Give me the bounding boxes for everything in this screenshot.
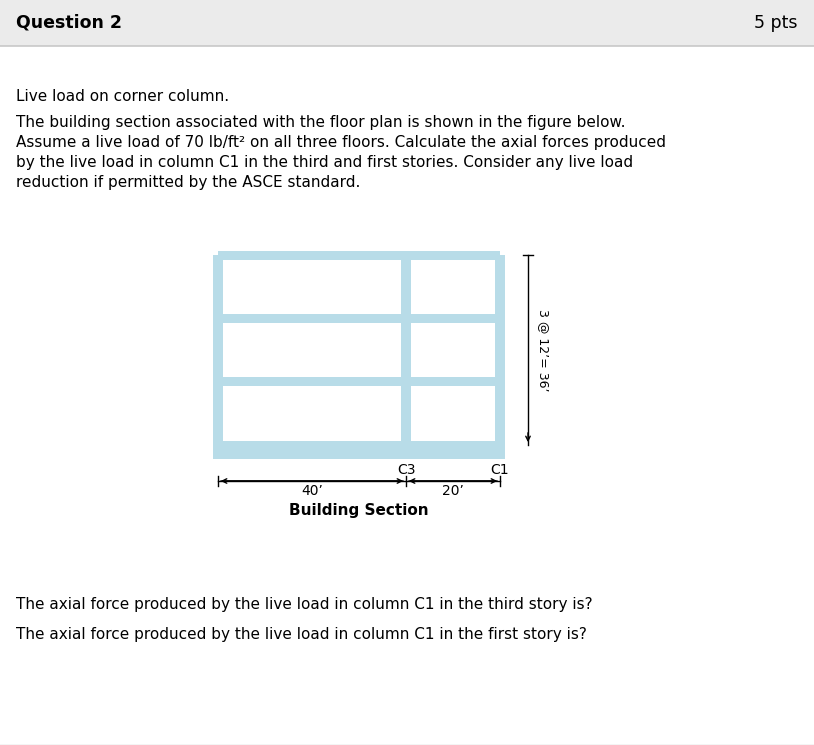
Bar: [218, 250, 500, 259]
Text: Live load on corner column.: Live load on corner column.: [16, 89, 229, 104]
Text: 40’: 40’: [301, 484, 323, 498]
Text: by the live load in column C1 in the third and first stories. Consider any live : by the live load in column C1 in the thi…: [16, 155, 633, 170]
Bar: [213, 255, 223, 445]
Text: The building section associated with the floor plan is shown in the figure below: The building section associated with the…: [16, 115, 625, 130]
Text: The axial force produced by the live load in column C1 in the third story is?: The axial force produced by the live loa…: [16, 597, 593, 612]
Bar: [411, 323, 495, 377]
Bar: [411, 386, 495, 440]
Text: 5 pts: 5 pts: [755, 14, 798, 32]
Bar: [223, 386, 401, 440]
Text: C1: C1: [491, 463, 510, 477]
Bar: [495, 255, 505, 445]
Bar: [218, 440, 500, 449]
Bar: [213, 445, 505, 459]
Text: Question 2: Question 2: [16, 14, 122, 32]
Text: Assume a live load of 70 lb/ft² on all three floors. Calculate the axial forces : Assume a live load of 70 lb/ft² on all t…: [16, 135, 666, 150]
Bar: [401, 255, 411, 445]
Text: 3 @ 12’= 36’: 3 @ 12’= 36’: [536, 308, 549, 391]
Text: C3: C3: [396, 463, 415, 477]
Bar: [223, 323, 401, 377]
Bar: [218, 314, 500, 323]
Text: The axial force produced by the live load in column C1 in the first story is?: The axial force produced by the live loa…: [16, 627, 587, 642]
Bar: [0, 0, 814, 46]
Text: reduction if permitted by the ASCE standard.: reduction if permitted by the ASCE stand…: [16, 175, 361, 190]
Bar: [223, 259, 401, 314]
Text: 20’: 20’: [442, 484, 464, 498]
Bar: [411, 259, 495, 314]
Bar: [218, 377, 500, 386]
Text: Building Section: Building Section: [289, 503, 429, 518]
